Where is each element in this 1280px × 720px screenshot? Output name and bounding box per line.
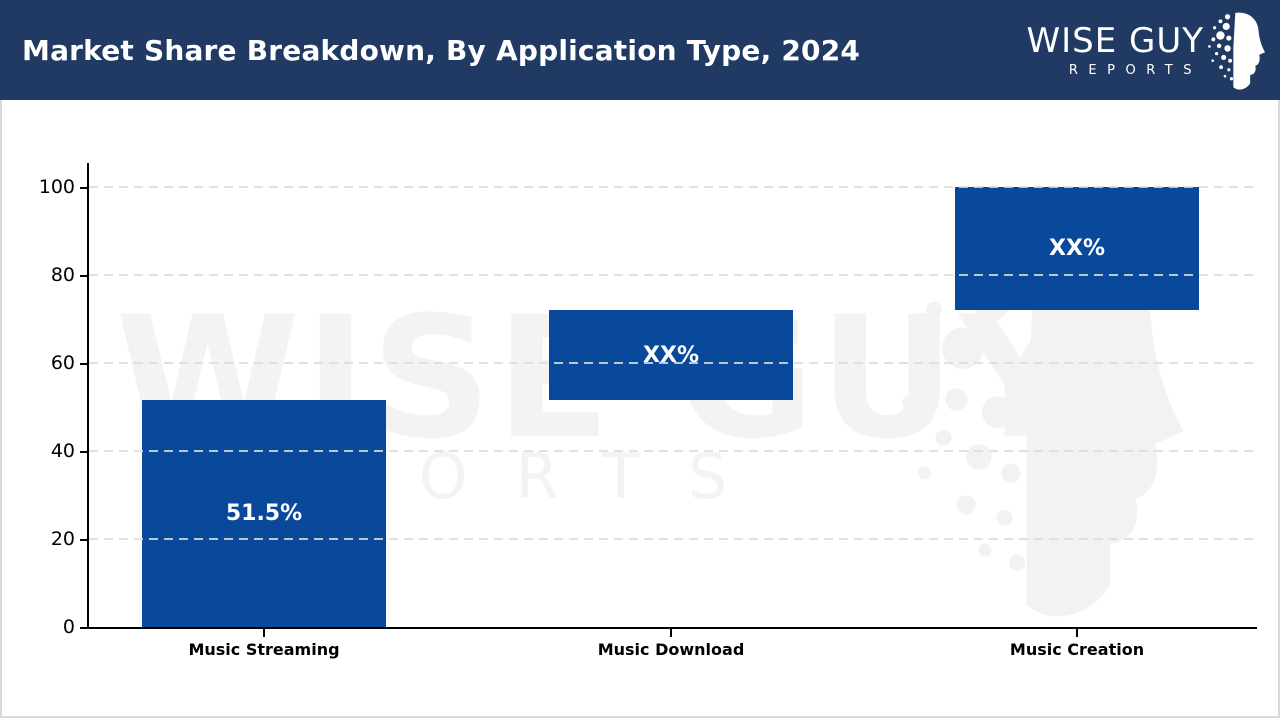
- header-band: Market Share Breakdown, By Application T…: [0, 0, 1280, 100]
- bar-music-streaming: 51.5%: [142, 400, 386, 627]
- y-axis-spine: [87, 163, 89, 629]
- y-tick-label-40: 40: [50, 440, 75, 462]
- gridline-40: [89, 450, 1257, 452]
- bar-music-download: XX%: [549, 310, 793, 401]
- x-category-label-music-download: Music Download: [597, 640, 745, 659]
- page-left-border: [0, 100, 2, 718]
- page-right-border: [1278, 100, 1280, 718]
- x-tick-music-creation: [1076, 629, 1078, 637]
- gridline-20: [89, 538, 1257, 540]
- brand-logo-text: WISE GUY REPORTS: [1026, 21, 1204, 78]
- x-axis-spine: [87, 627, 1257, 629]
- y-tick-0: [80, 627, 87, 629]
- gridline-60: [89, 362, 1257, 364]
- x-category-label-music-streaming: Music Streaming: [188, 640, 340, 659]
- y-tick-label-100: 100: [38, 176, 75, 198]
- x-category-label-music-creation: Music Creation: [1009, 640, 1145, 659]
- bar-value-label: XX%: [643, 342, 699, 368]
- logo-wordmark: WISE GUY: [1026, 21, 1204, 62]
- y-tick-label-20: 20: [50, 528, 75, 550]
- y-tick-80: [80, 275, 87, 277]
- page-bottom-border: [0, 716, 1280, 718]
- logo-subtitle: REPORTS: [1068, 62, 1202, 78]
- bar-value-label: 51.5%: [225, 501, 303, 527]
- page-title: Market Share Breakdown, By Application T…: [22, 33, 861, 67]
- logo-head-icon: [1208, 12, 1266, 90]
- y-tick-20: [80, 539, 87, 541]
- x-tick-music-streaming: [263, 629, 265, 637]
- gridline-100: [89, 186, 1257, 188]
- y-tick-label-80: 80: [50, 264, 75, 286]
- y-tick-100: [80, 187, 87, 189]
- bar-value-label: XX%: [1049, 236, 1105, 262]
- gridline-80: [89, 274, 1257, 276]
- y-tick-label-0: 0: [62, 616, 75, 638]
- bar-music-creation: XX%: [955, 187, 1199, 311]
- y-tick-label-60: 60: [50, 352, 75, 374]
- y-tick-60: [80, 363, 87, 365]
- x-tick-music-download: [670, 629, 672, 637]
- brand-logo: WISE GUY REPORTS: [1026, 8, 1270, 94]
- y-tick-40: [80, 451, 87, 453]
